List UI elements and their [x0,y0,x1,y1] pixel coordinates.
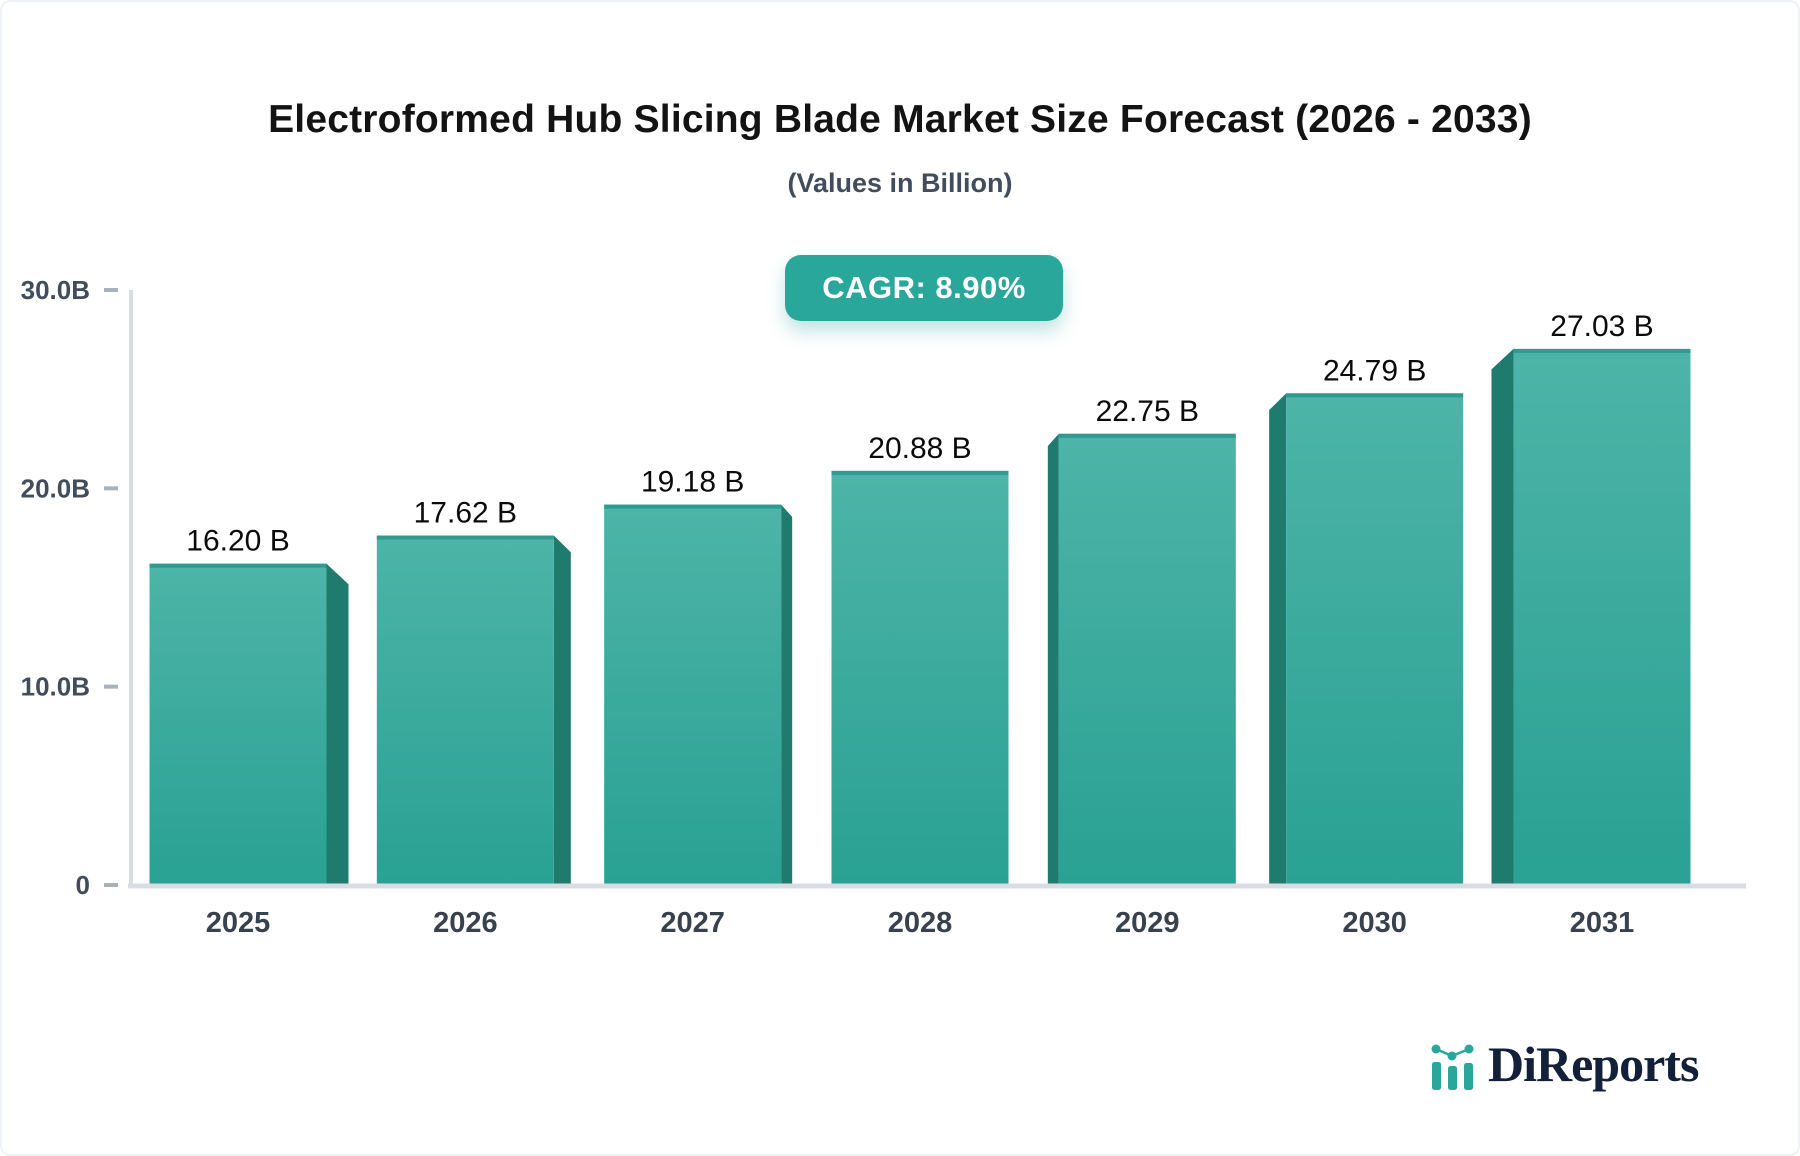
bar-top-edge [376,535,554,540]
x-axis-label: 2025 [206,907,271,939]
bar-top-edge [1513,348,1691,353]
bar-side-face [1491,348,1514,885]
x-axis-label: 2027 [660,907,725,939]
bar [1286,393,1464,885]
x-axis-label: 2028 [888,907,953,939]
bar-side-face [781,504,793,885]
bar [604,504,782,885]
bar-value-label: 24.79 B [1323,354,1426,387]
x-axis-label: 2026 [433,907,498,939]
bar-side-face [1269,393,1287,885]
bar-top-edge [149,563,327,568]
y-axis-label: 20.0B [21,473,90,503]
y-axis-label: 0 [76,870,90,900]
bar-top-edge [604,504,782,509]
chart-title: Electroformed Hub Slicing Blade Market S… [268,98,1532,141]
bar-value-label: 20.88 B [868,432,971,465]
bar [1513,348,1691,885]
y-axis-label: 30.0B [21,275,90,305]
bar-side-face [326,563,349,885]
chart-subtitle: (Values in Billion) [787,168,1013,198]
bar-value-label: 16.20 B [186,525,289,558]
x-axis-label: 2030 [1342,907,1407,939]
bar-value-label: 17.62 B [414,497,517,530]
y-axis-label: 10.0B [21,672,90,702]
bar [831,470,1009,885]
bar-value-label: 22.75 B [1096,395,1199,428]
bar-value-label: 27.03 B [1550,310,1653,343]
cagr-badge: CAGR: 8.90% [785,255,1063,321]
x-axis-label: 2031 [1570,907,1635,939]
bar-side-face [553,535,571,885]
bar [1058,433,1236,885]
bar [149,563,327,885]
brand-name: DiReports [1488,1036,1699,1092]
x-axis-label: 2029 [1115,907,1180,939]
bar [376,535,554,885]
brand-logo[interactable]: DiReports [1428,1036,1699,1092]
bar-value-label: 19.18 B [641,466,744,499]
mini-bar-chart-icon [1431,1044,1474,1090]
bar-top-edge [1058,433,1236,438]
bar-side-face [1047,433,1059,885]
bar-top-edge [1286,393,1464,398]
bar-top-edge [831,470,1009,475]
